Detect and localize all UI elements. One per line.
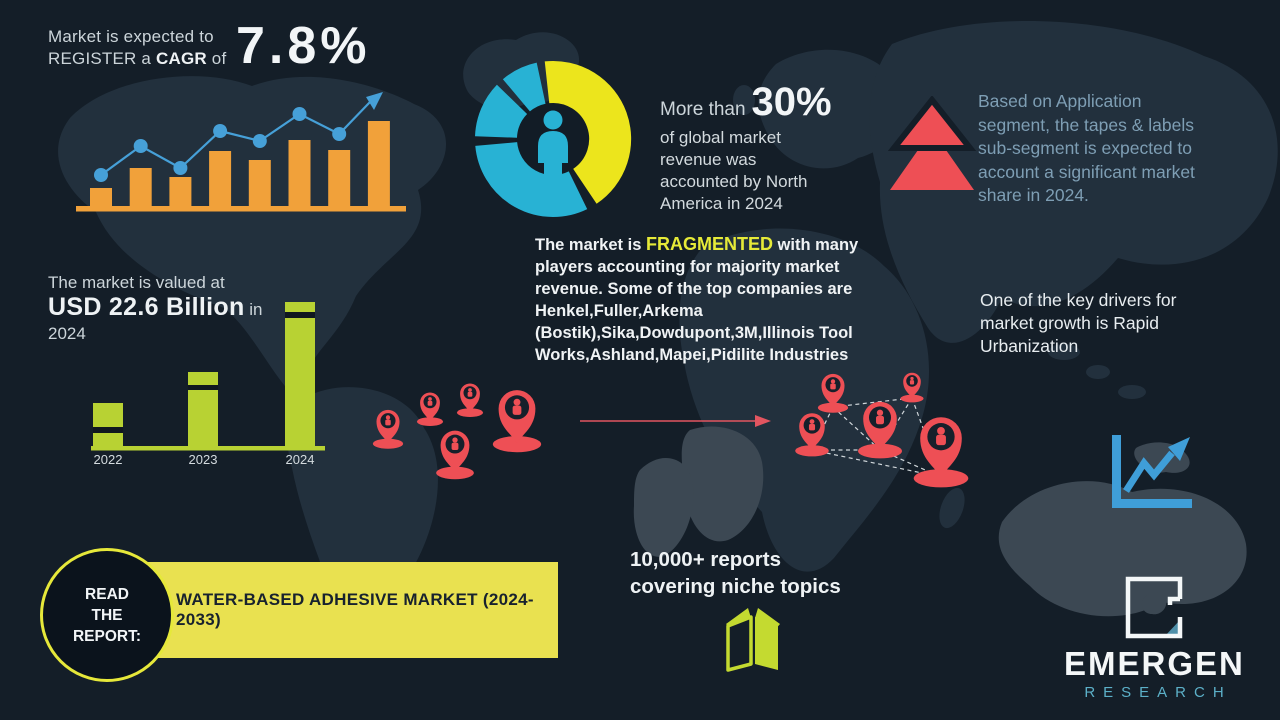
driver-line: Urbanization <box>980 336 1079 356</box>
revenue-body: of global market revenue was accounted b… <box>660 127 900 215</box>
revenue-headline: More than 30% <box>660 80 900 125</box>
bar-series <box>90 121 390 208</box>
revenue-value: 30% <box>751 80 832 124</box>
application-line: Based on Application <box>978 91 1142 111</box>
location-pin-icon <box>913 417 969 488</box>
market-value-year-label: 2022 <box>93 452 123 467</box>
open-book-icon <box>726 608 780 672</box>
island-shape <box>1118 385 1146 399</box>
logo-mark-icon <box>1125 576 1183 639</box>
continent-shape <box>998 481 1247 617</box>
application-callout: Based on Application segment, the tapes … <box>978 90 1195 208</box>
cagr-line2-bold: CAGR <box>156 49 207 68</box>
location-pin-icon <box>456 383 484 417</box>
driver-line: One of the key drivers for <box>980 290 1177 310</box>
location-pin-icon <box>795 413 829 457</box>
location-pin-icon <box>817 373 849 413</box>
valuation-line2: USD 22.6 Billion in <box>48 295 262 322</box>
donut-slices <box>475 60 632 217</box>
valuation-year: 2024 <box>48 324 86 343</box>
island-shape <box>633 457 694 557</box>
valuation-callout: The market is valued at USD 22.6 Billion… <box>48 271 262 346</box>
read-report-line: THE <box>91 606 123 624</box>
fragmented-highlight: FRAGMENTED <box>645 234 773 254</box>
read-report-button[interactable]: READ THE REPORT: <box>40 548 174 682</box>
growth-chart-icon <box>1112 435 1192 508</box>
person-icon <box>538 110 568 176</box>
island-shape <box>1086 365 1110 379</box>
fragmented-post: with many players accounting for majorit… <box>535 236 859 364</box>
network-pins-right <box>795 372 969 488</box>
cagr-headline-line1: Market is expected to <box>48 27 214 46</box>
logo-title: EMERGEN <box>1064 645 1245 682</box>
revenue-share-donut <box>475 60 632 217</box>
revenue-line: revenue was <box>660 150 757 169</box>
report-banner-label: WATER-BASED ADHESIVE MARKET (2024-2033) <box>176 590 534 629</box>
report-banner[interactable]: WATER-BASED ADHESIVE MARKET (2024-2033) <box>146 562 558 658</box>
revenue-callout: More than 30% of global market revenue wa… <box>660 80 900 215</box>
expansion-arrowhead-icon <box>755 415 771 427</box>
location-pin-icon <box>492 390 542 453</box>
location-pin-icon <box>436 430 474 480</box>
driver-callout: One of the key drivers for market growth… <box>980 289 1176 358</box>
expansion-pins-left <box>372 383 771 480</box>
fragmented-callout: The market is FRAGMENTED with many playe… <box>535 233 887 366</box>
trendline-series <box>94 101 371 182</box>
logo-subtitle: RESEARCH <box>1084 684 1232 701</box>
location-pin-icon <box>416 392 444 426</box>
reports-line2: covering niche topics <box>630 575 841 598</box>
chart-baseline <box>91 446 325 451</box>
cagr-headline-line2: REGISTER a CAGR of <box>48 48 226 70</box>
revenue-line: America in 2024 <box>660 194 783 213</box>
cagr-trend-chart <box>76 92 406 212</box>
bar-series <box>93 302 315 449</box>
brand-logo: EMERGEN RESEARCH <box>1064 576 1244 701</box>
continent-shape <box>758 49 902 169</box>
valuation-line1: The market is valued at <box>48 273 225 292</box>
valuation-value: USD 22.6 Billion <box>48 293 245 321</box>
location-pin-icon <box>900 372 924 403</box>
trend-arrowhead-icon <box>366 92 383 110</box>
island-shape <box>1048 344 1080 360</box>
read-report-line: REPORT: <box>72 627 142 645</box>
continent-shape <box>869 21 1278 343</box>
location-pin-icon <box>372 409 404 449</box>
chart-baseline <box>76 206 406 212</box>
cagr-line2-pre: REGISTER a <box>48 49 157 68</box>
read-report-line: READ <box>85 585 129 603</box>
reports-callout: 10,000+ reports covering niche topics <box>630 546 841 600</box>
revenue-prefix: More than <box>660 99 746 120</box>
revenue-line: of global market <box>660 128 781 147</box>
cagr-line2-post: of <box>206 49 227 68</box>
valuation-suffix: in <box>244 300 263 319</box>
market-value-chart <box>91 302 325 451</box>
revenue-line: accounted by North <box>660 172 808 191</box>
market-value-year-label: 2023 <box>188 452 218 467</box>
cagr-headline: Market is expected to REGISTER a CAGR of <box>48 26 226 70</box>
cagr-value: 7.8% <box>236 17 371 75</box>
application-line: share in 2024. <box>978 185 1089 205</box>
reports-line1: 10,000+ reports <box>630 548 781 571</box>
application-line: account a significant market <box>978 161 1195 182</box>
driver-line: market growth is Rapid <box>980 313 1159 333</box>
double-up-arrow-icon <box>888 96 977 190</box>
island-shape <box>681 426 764 542</box>
location-pin-icon <box>857 401 903 459</box>
application-line: segment, the tapes & labels <box>978 114 1194 135</box>
island-shape <box>733 85 755 115</box>
island-shape <box>939 487 965 529</box>
market-value-year-label: 2024 <box>285 452 315 467</box>
application-line: sub-segment is expected to <box>978 138 1193 158</box>
fragmented-pre: The market is <box>535 236 646 254</box>
